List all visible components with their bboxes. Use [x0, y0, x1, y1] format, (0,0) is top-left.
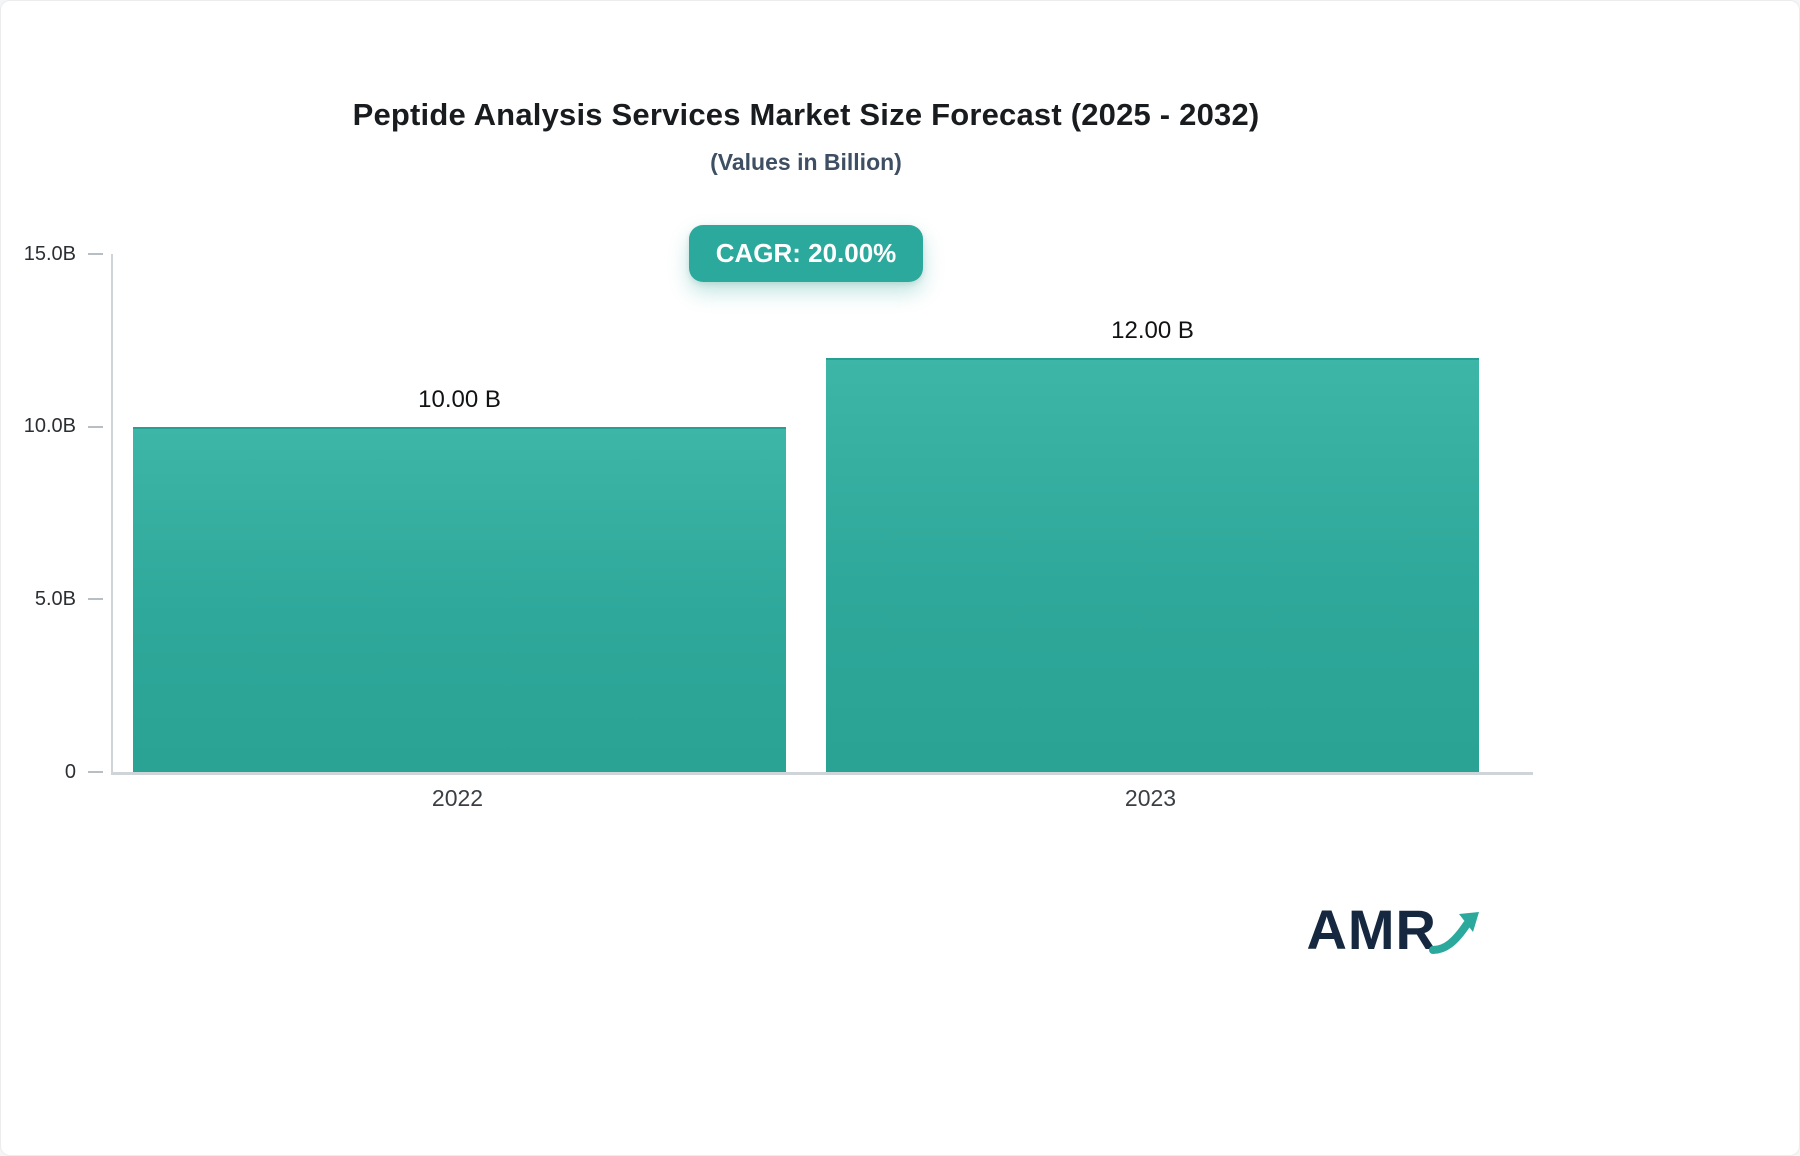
y-tick-label: 15.0B	[23, 242, 76, 265]
y-tick-label: 10.0B	[23, 415, 76, 438]
amr-logo: AMR	[1306, 897, 1481, 962]
y-tick-label: 0	[64, 760, 76, 783]
y-tick-mark	[88, 425, 103, 428]
bar-2022[interactable]	[133, 426, 786, 772]
bar-value-label: 10.00 B	[418, 385, 501, 413]
cagr-badge-band: CAGR: 20.00%	[1, 225, 1611, 282]
bar-column-2023: 12.00 B	[826, 254, 1479, 772]
growth-arrow-icon	[1429, 911, 1479, 954]
y-tick-label: 5.0B	[34, 587, 76, 610]
chart-title: Peptide Analysis Services Market Size Fo…	[352, 97, 1260, 132]
x-category-label: 2022	[431, 785, 484, 811]
y-tick-mark	[88, 598, 103, 601]
y-tick-mark	[88, 771, 103, 773]
plot-area: 10.00 B 12.00 B	[111, 254, 1533, 775]
bar-column-2022: 10.00 B	[133, 254, 786, 772]
y-tick-mark	[88, 253, 103, 255]
x-category-label: 2023	[1124, 785, 1177, 811]
amr-logo-text: AMR	[1306, 898, 1437, 961]
bar-value-label: 12.00 B	[1111, 316, 1194, 344]
x-axis: 2022 2023	[111, 785, 1531, 812]
y-axis: 15.0B 10.0B 5.0B 0	[1, 243, 111, 783]
bar-2023[interactable]	[826, 357, 1479, 772]
chart-subtitle: (Values in Billion)	[710, 149, 902, 175]
cagr-badge: CAGR: 20.00%	[688, 225, 924, 282]
